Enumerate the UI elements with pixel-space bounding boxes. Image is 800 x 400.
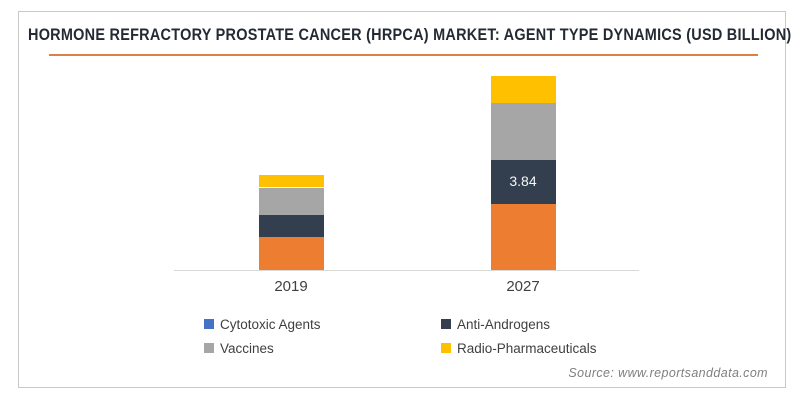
legend-label: Vaccines <box>220 341 274 356</box>
bar-segment-2027-radio-pharmaceuticals <box>490 75 556 104</box>
legend-item-vaccines: Vaccines <box>204 340 274 357</box>
chart-card: HORMONE REFRACTORY PROSTATE CANCER (HRPC… <box>18 11 791 388</box>
legend-swatch-cytotoxic-agents <box>204 319 214 329</box>
bar-segment-2027-anti-androgens <box>490 159 556 204</box>
bar-segment-2019-cytotoxic-agents <box>258 236 324 270</box>
chart-title: HORMONE REFRACTORY PROSTATE CANCER (HRPC… <box>28 25 792 44</box>
bar-segment-2019-radio-pharmaceuticals <box>258 174 324 188</box>
legend-label: Anti-Androgens <box>457 317 551 332</box>
x-axis-line <box>174 270 639 271</box>
bar-segment-2019-anti-androgens <box>258 215 324 237</box>
source-attribution: Source: www.reportsanddata.com <box>568 366 768 380</box>
data-label: 3.84 <box>509 172 537 189</box>
legend-item-anti-androgens: Anti-Androgens <box>441 316 550 333</box>
bar-segment-2027-vaccines <box>490 103 556 160</box>
legend-swatch-anti-androgens <box>441 319 451 329</box>
title-underline <box>49 54 758 56</box>
legend-item-cytotoxic-agents: Cytotoxic Agents <box>204 316 321 333</box>
x-axis-label-2019: 2019 <box>274 278 308 295</box>
legend-item-radio-pharmaceuticals: Radio-Pharmaceuticals <box>441 340 597 357</box>
plot-area: 2019 3.84 2027 <box>19 12 785 387</box>
x-axis-label-2027: 2027 <box>506 278 540 295</box>
legend-swatch-radio-pharmaceuticals <box>441 343 451 353</box>
bar-segment-2027-cytotoxic-agents <box>490 203 556 270</box>
legend-swatch-vaccines <box>204 343 214 353</box>
legend-label: Cytotoxic Agents <box>220 317 321 332</box>
legend-label: Radio-Pharmaceuticals <box>457 341 597 356</box>
bar-segment-2019-vaccines <box>258 187 324 215</box>
